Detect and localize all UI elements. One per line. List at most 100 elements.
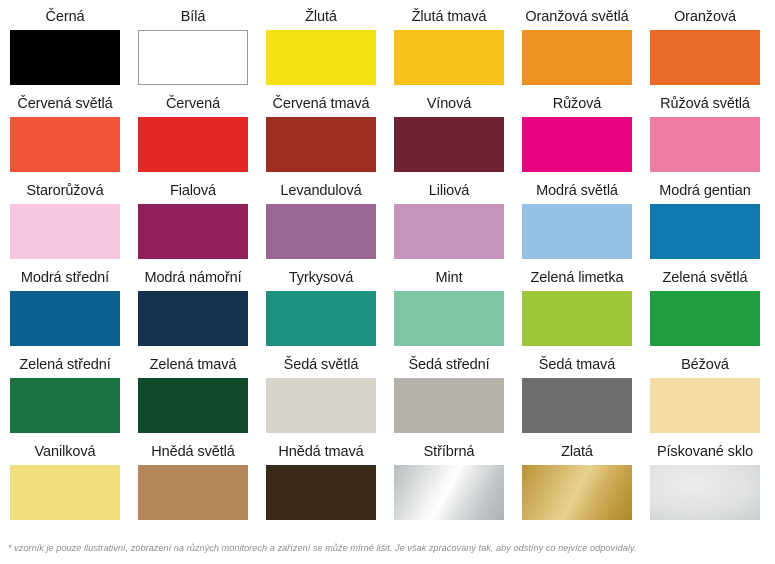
- swatch-chip[interactable]: [522, 291, 632, 346]
- swatch-label: Pískované sklo: [656, 444, 754, 460]
- swatch-chip[interactable]: [138, 378, 248, 433]
- swatch-cell[interactable]: Oranžová: [650, 4, 760, 91]
- swatch-cell[interactable]: Modrá gentian: [650, 178, 760, 265]
- swatch-cell[interactable]: Modrá střední: [10, 265, 120, 352]
- swatch-chip[interactable]: [522, 30, 632, 85]
- swatch-label: Vanilková: [34, 444, 96, 460]
- swatch-label: Růžová světlá: [660, 96, 750, 112]
- swatch-label: Modrá střední: [20, 270, 110, 286]
- swatch-chip[interactable]: [394, 465, 504, 520]
- swatch-cell[interactable]: Bílá: [138, 4, 248, 91]
- swatch-chip[interactable]: [10, 117, 120, 172]
- swatch-chip[interactable]: [394, 204, 504, 259]
- swatch-cell[interactable]: Tyrkysová: [266, 265, 376, 352]
- swatch-label: Zelená světlá: [662, 270, 748, 286]
- swatch-chip[interactable]: [266, 204, 376, 259]
- swatch-chip[interactable]: [266, 117, 376, 172]
- swatch-chip[interactable]: [138, 30, 248, 85]
- swatch-label: Růžová: [552, 96, 602, 112]
- swatch-cell[interactable]: Vanilková: [10, 439, 120, 526]
- swatch-cell[interactable]: Zelená světlá: [650, 265, 760, 352]
- swatch-label: Stříbrná: [423, 444, 475, 460]
- swatch-label: Červená světlá: [17, 96, 113, 112]
- swatch-chip[interactable]: [10, 465, 120, 520]
- swatch-cell[interactable]: Starorůžová: [10, 178, 120, 265]
- swatch-cell[interactable]: Červená světlá: [10, 91, 120, 178]
- swatch-chip[interactable]: [10, 291, 120, 346]
- swatch-cell[interactable]: Šedá světlá: [266, 352, 376, 439]
- swatch-cell[interactable]: Zelená tmavá: [138, 352, 248, 439]
- swatch-cell[interactable]: Červená: [138, 91, 248, 178]
- swatch-label: Modrá námořní: [144, 270, 242, 286]
- swatch-chip[interactable]: [394, 291, 504, 346]
- swatch-label: Vínová: [426, 96, 472, 112]
- swatch-cell[interactable]: Zelená limetka: [522, 265, 632, 352]
- swatch-chip[interactable]: [266, 291, 376, 346]
- swatch-chip[interactable]: [10, 30, 120, 85]
- swatch-chip[interactable]: [650, 30, 760, 85]
- swatch-chip[interactable]: [650, 465, 760, 520]
- swatch-cell[interactable]: Šedá tmavá: [522, 352, 632, 439]
- swatch-label: Bílá: [180, 9, 206, 25]
- swatch-chip[interactable]: [394, 378, 504, 433]
- swatch-label: Červená: [165, 96, 221, 112]
- swatch-cell[interactable]: Stříbrná: [394, 439, 504, 526]
- footnote-bar: * vzorník je pouze ilustrativní, zobraze…: [0, 531, 775, 564]
- swatch-cell[interactable]: Modrá světlá: [522, 178, 632, 265]
- swatch-chip[interactable]: [650, 117, 760, 172]
- swatch-label: Černá: [45, 9, 85, 25]
- swatch-cell[interactable]: Žlutá tmavá: [394, 4, 504, 91]
- swatch-chip[interactable]: [10, 378, 120, 433]
- swatch-chip[interactable]: [138, 465, 248, 520]
- swatch-label: Modrá gentian: [659, 183, 751, 199]
- swatch-label: Zelená střední: [19, 357, 111, 373]
- swatch-label: Modrá světlá: [536, 183, 618, 199]
- swatch-chip[interactable]: [394, 117, 504, 172]
- swatch-chip[interactable]: [138, 117, 248, 172]
- swatch-label: Červená tmavá: [272, 96, 370, 112]
- swatch-cell[interactable]: Oranžová světlá: [522, 4, 632, 91]
- swatch-chip[interactable]: [522, 465, 632, 520]
- swatch-label: Šedá tmavá: [538, 357, 616, 373]
- swatch-label: Žlutá: [305, 9, 337, 25]
- swatch-chip[interactable]: [650, 291, 760, 346]
- swatch-label: Fialová: [169, 183, 217, 199]
- swatch-chip[interactable]: [138, 204, 248, 259]
- swatch-cell[interactable]: Mint: [394, 265, 504, 352]
- swatch-cell[interactable]: Modrá námořní: [138, 265, 248, 352]
- swatch-label: Hnědá tmavá: [278, 444, 364, 460]
- swatch-chip[interactable]: [522, 204, 632, 259]
- swatch-label: Zlatá: [561, 444, 593, 460]
- swatch-cell[interactable]: Hnědá světlá: [138, 439, 248, 526]
- swatch-cell[interactable]: Vínová: [394, 91, 504, 178]
- swatch-chip[interactable]: [522, 378, 632, 433]
- swatch-cell[interactable]: Zlatá: [522, 439, 632, 526]
- swatch-cell[interactable]: Fialová: [138, 178, 248, 265]
- swatch-label: Zelená tmavá: [149, 357, 237, 373]
- swatch-label: Liliová: [428, 183, 470, 199]
- swatch-cell[interactable]: Červená tmavá: [266, 91, 376, 178]
- swatch-chip[interactable]: [10, 204, 120, 259]
- swatch-chip[interactable]: [266, 30, 376, 85]
- swatch-cell[interactable]: Růžová světlá: [650, 91, 760, 178]
- swatch-cell[interactable]: Šedá střední: [394, 352, 504, 439]
- swatch-cell[interactable]: Hnědá tmavá: [266, 439, 376, 526]
- swatch-chip[interactable]: [266, 465, 376, 520]
- swatch-cell[interactable]: Levandulová: [266, 178, 376, 265]
- swatch-cell[interactable]: Růžová: [522, 91, 632, 178]
- swatch-cell[interactable]: Žlutá: [266, 4, 376, 91]
- swatch-cell[interactable]: Černá: [10, 4, 120, 91]
- swatch-cell[interactable]: Liliová: [394, 178, 504, 265]
- swatch-chip[interactable]: [138, 291, 248, 346]
- swatch-chip[interactable]: [522, 117, 632, 172]
- swatch-chip[interactable]: [266, 378, 376, 433]
- swatch-cell[interactable]: Zelená střední: [10, 352, 120, 439]
- swatch-chip[interactable]: [650, 204, 760, 259]
- swatch-chip[interactable]: [394, 30, 504, 85]
- swatch-cell[interactable]: Pískované sklo: [650, 439, 760, 526]
- swatch-label: Šedá střední: [408, 357, 490, 373]
- swatch-label: Levandulová: [280, 183, 362, 199]
- swatch-label: Zelená limetka: [530, 270, 624, 286]
- swatch-chip[interactable]: [650, 378, 760, 433]
- swatch-cell[interactable]: Béžová: [650, 352, 760, 439]
